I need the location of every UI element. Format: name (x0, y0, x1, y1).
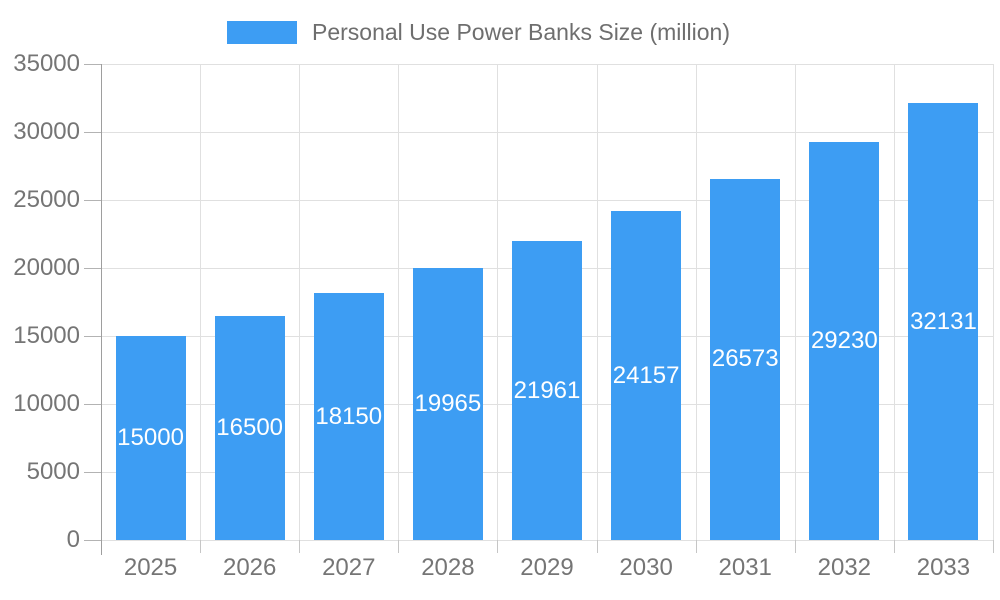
x-axis-tick (596, 540, 598, 553)
v-gridline (794, 64, 796, 540)
v-gridline (299, 64, 301, 540)
y-tick-label: 10000 (13, 390, 80, 417)
x-tick-label: 2030 (619, 554, 673, 581)
y-axis-tick (84, 472, 101, 473)
bar[interactable] (214, 315, 285, 540)
bar[interactable] (611, 211, 682, 540)
v-gridline (200, 64, 202, 540)
y-tick-label: 20000 (13, 254, 80, 281)
bar[interactable] (115, 336, 186, 540)
h-gridline (101, 200, 993, 201)
bar-value-label: 32131 (910, 307, 977, 335)
y-axis-tick (84, 404, 101, 405)
x-tick-label: 2032 (817, 554, 872, 581)
x-axis-tick (398, 540, 400, 553)
x-axis-tick (893, 540, 895, 553)
bar-value-label: 19965 (414, 390, 482, 418)
legend[interactable]: Personal Use Power Banks Size (million) (227, 19, 730, 46)
x-axis-tick (299, 540, 301, 553)
y-axis-line (101, 64, 102, 555)
v-gridline (398, 64, 400, 540)
x-axis-tick (993, 540, 994, 553)
v-gridline (893, 64, 895, 540)
v-gridline (695, 64, 697, 540)
v-gridline (993, 64, 994, 540)
bar-value-label: 26573 (711, 345, 779, 373)
bar[interactable] (908, 103, 979, 540)
x-tick-label: 2025 (123, 554, 178, 581)
y-tick-label: 35000 (13, 50, 80, 77)
legend-label: Personal Use Power Banks Size (million) (312, 19, 730, 45)
legend-swatch (227, 21, 297, 44)
x-axis-tick (497, 540, 499, 553)
bar-value-label: 29230 (810, 327, 878, 355)
x-tick-label: 2029 (520, 554, 574, 581)
bar-value-label: 15000 (117, 424, 184, 451)
y-axis-tick (84, 132, 101, 133)
h-gridline (101, 132, 993, 133)
y-tick-label: 15000 (13, 322, 80, 349)
x-tick-label: 2033 (916, 554, 971, 581)
x-axis-tick (794, 540, 796, 553)
y-axis-tick (84, 268, 101, 269)
bar-value-label: 16500 (216, 413, 284, 441)
v-gridline (596, 64, 598, 540)
x-tick-label: 2028 (421, 554, 475, 581)
y-tick-label: 30000 (13, 118, 80, 145)
x-axis-tick (695, 540, 697, 553)
bar-value-label: 21961 (513, 376, 581, 404)
y-tick-label: 5000 (26, 458, 80, 485)
h-gridline (101, 540, 993, 541)
bar-value-label: 18150 (315, 402, 383, 430)
y-axis-tick (84, 336, 101, 337)
x-tick-label: 2031 (718, 554, 772, 581)
y-axis-tick (84, 200, 101, 201)
y-tick-label: 25000 (13, 186, 80, 213)
x-tick-label: 2027 (322, 554, 376, 581)
y-tick-label: 0 (66, 526, 80, 553)
h-gridline (101, 64, 993, 65)
bar[interactable] (710, 178, 781, 540)
bar[interactable] (809, 142, 880, 540)
bar[interactable] (412, 268, 483, 540)
v-gridline (497, 64, 499, 540)
y-axis-tick (84, 540, 101, 541)
bar[interactable] (313, 293, 384, 540)
bar[interactable] (512, 241, 582, 540)
x-tick-label: 2026 (222, 554, 277, 581)
bar-value-label: 24157 (612, 361, 680, 389)
x-axis-tick (200, 540, 202, 553)
y-axis-tick (84, 64, 101, 65)
